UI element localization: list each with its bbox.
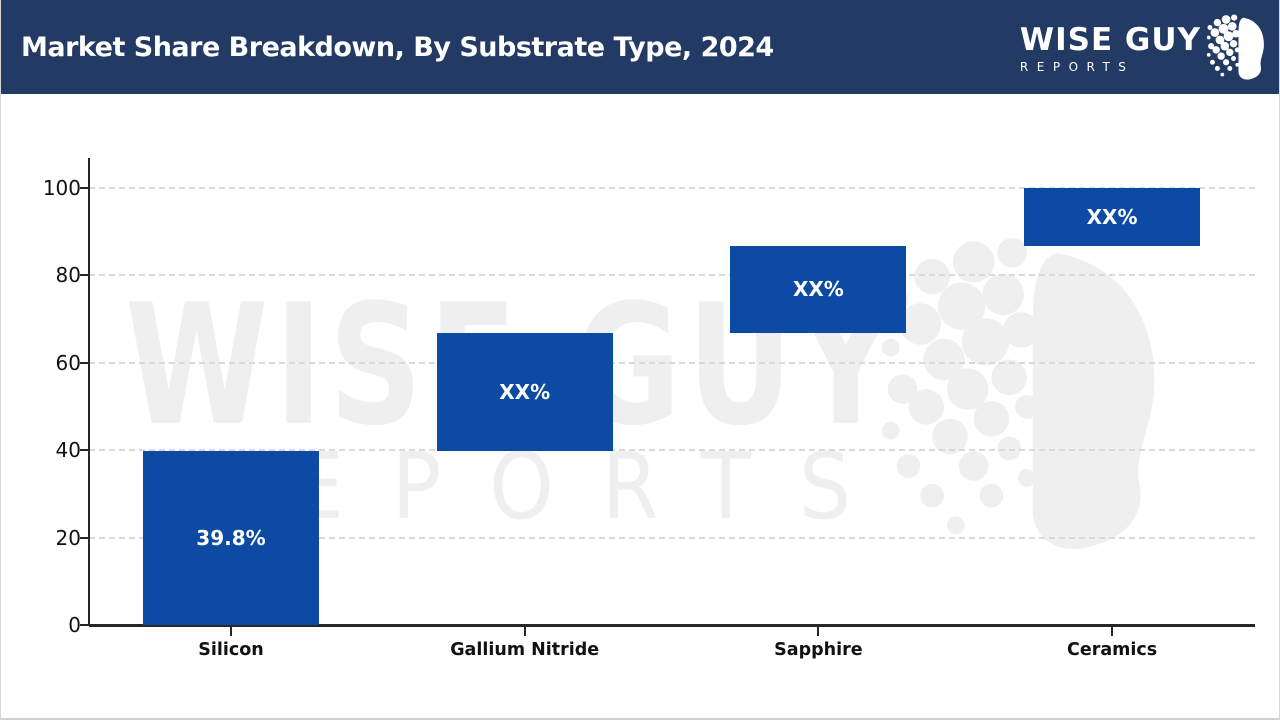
y-axis-line	[88, 158, 90, 626]
y-tick-mark	[80, 274, 89, 277]
x-tick-mark	[523, 627, 526, 636]
y-tick-mark	[80, 187, 89, 189]
gridline-y-80	[89, 274, 1255, 277]
bar-value-label: XX%	[1086, 204, 1138, 229]
y-tick-mark	[80, 536, 89, 539]
x-tick-mark	[817, 627, 820, 636]
bar-silicon: 39.8%	[143, 451, 319, 625]
y-tick-mark	[80, 361, 89, 364]
bar-value-label: XX%	[792, 277, 844, 302]
y-tick-label: 60	[55, 350, 81, 375]
y-tick-label: 80	[55, 263, 81, 288]
bar-value-label: XX%	[499, 380, 551, 405]
bar-sapphire: XX%	[730, 245, 907, 334]
x-category-label: Silicon	[198, 640, 264, 660]
x-tick-mark	[230, 627, 232, 636]
y-tick-label: 0	[68, 613, 81, 637]
bar-ceramics: XX%	[1024, 188, 1201, 246]
y-tick-label: 100	[42, 176, 81, 200]
y-tick-label: 40	[55, 438, 81, 463]
x-category-label: Ceramics	[1067, 640, 1158, 660]
brand-reports-text: REPORTS	[1019, 59, 1135, 74]
x-category-label: Sapphire	[774, 640, 863, 660]
gridline-y-40	[89, 449, 1255, 452]
gridline-y-20	[89, 536, 1255, 539]
bar-gallium-nitride: XX%	[436, 333, 613, 452]
brand-wordmark: WISE GUY	[1019, 21, 1201, 58]
x-category-label: Gallium Nitride	[450, 640, 600, 660]
brand-logo: WISE GUY REPORTS	[1011, 8, 1267, 88]
watermark-head-logo-icon	[881, 238, 1155, 549]
brand-head-logo-icon	[1206, 14, 1264, 80]
y-tick-mark	[80, 449, 89, 452]
header-bar: Market Share Breakdown, By Substrate Typ…	[1, 0, 1279, 94]
y-tick-label: 20	[55, 525, 81, 550]
x-axis-line	[89, 624, 1255, 627]
gridline-y-60	[89, 361, 1255, 364]
y-tick-mark	[80, 624, 89, 626]
gridline-y-100	[89, 187, 1255, 189]
x-tick-mark	[1111, 627, 1114, 636]
chart-title: Market Share Breakdown, By Substrate Typ…	[21, 31, 774, 63]
bar-value-label: 39.8%	[196, 526, 266, 551]
